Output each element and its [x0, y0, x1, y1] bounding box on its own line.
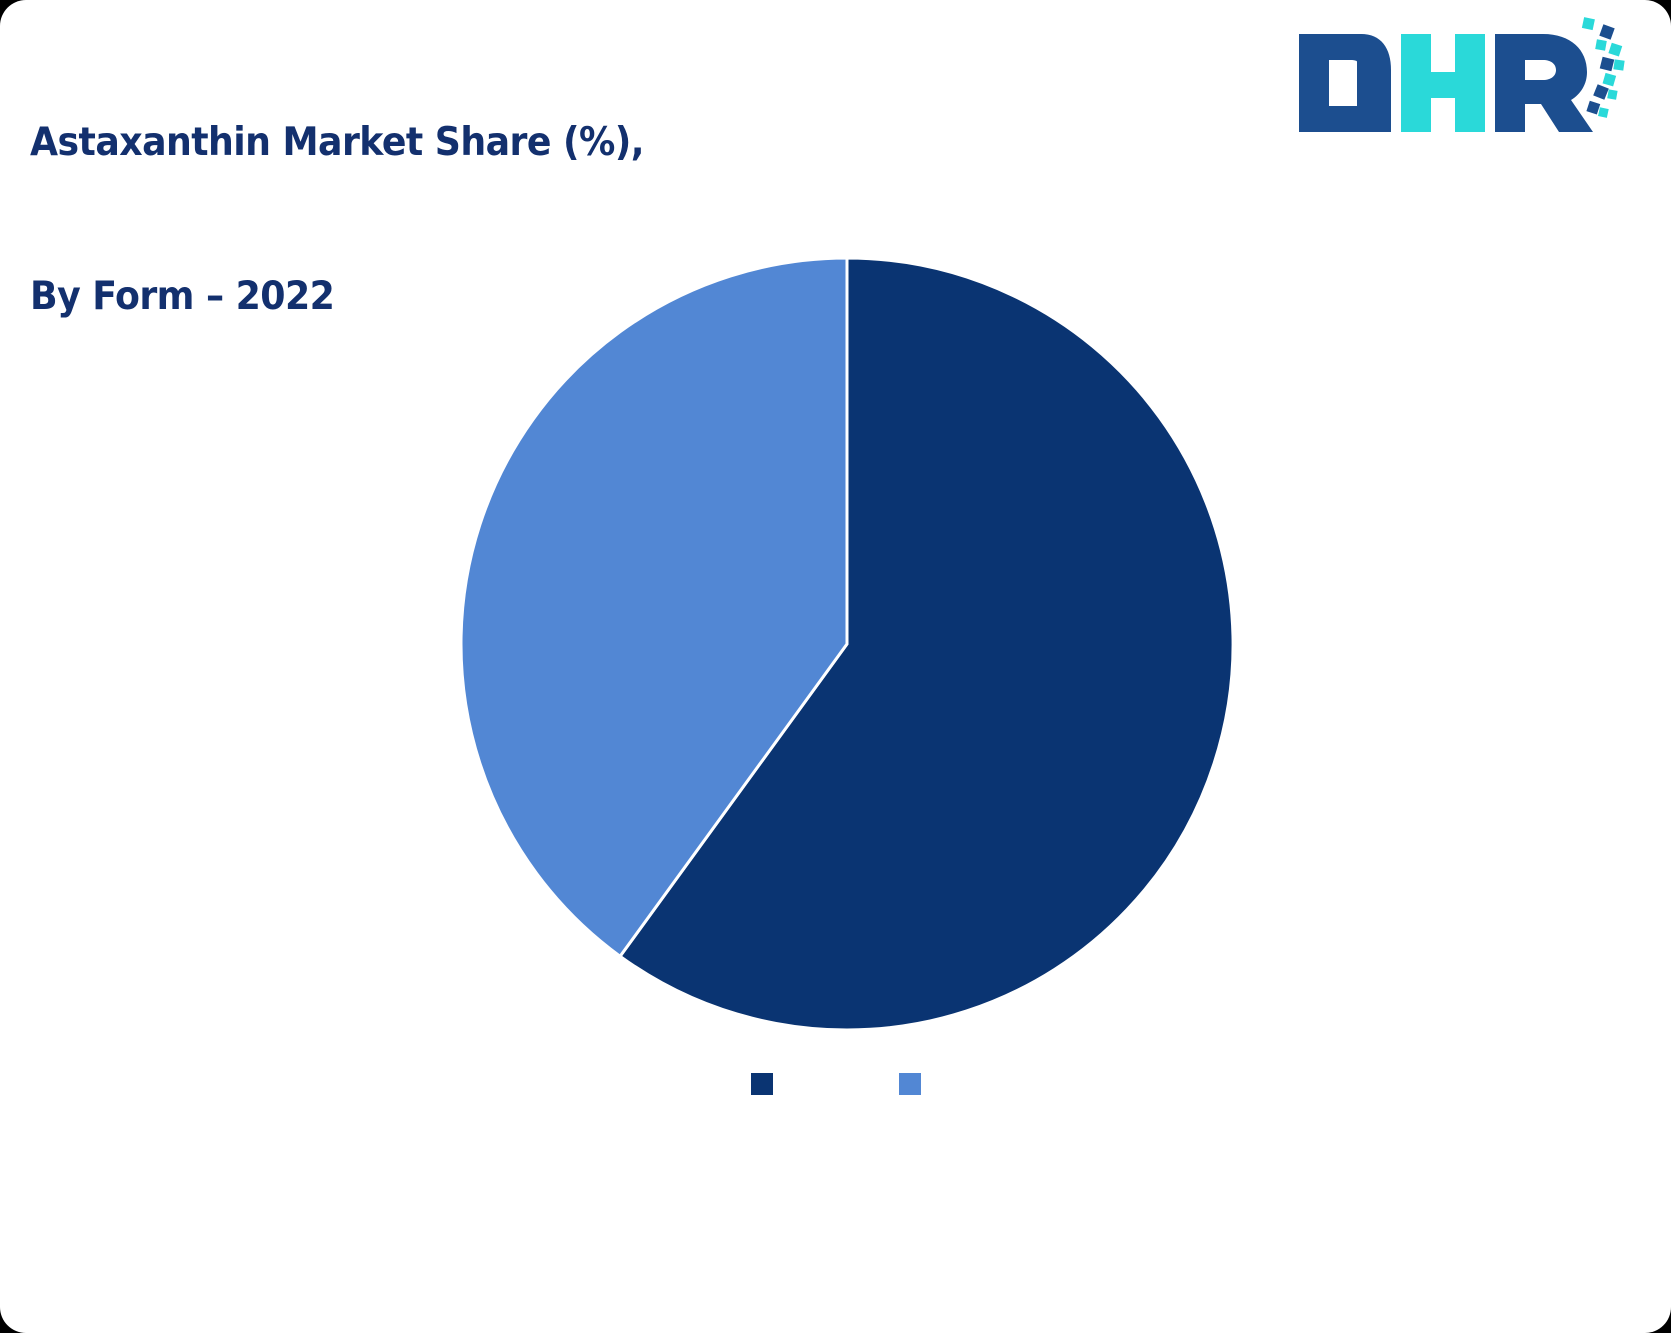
legend-item-2[interactable]: [893, 1068, 926, 1100]
logo-letter-r-icon: [1495, 34, 1593, 132]
title-line-2: By Form – 2022: [30, 274, 335, 320]
legend-swatch-1: [745, 1068, 778, 1100]
pie-slice-group: [457, 254, 1237, 1034]
logo-letter-d-icon: [1299, 34, 1391, 132]
legend-item-1[interactable]: [745, 1068, 778, 1100]
logo-letter-h-icon: [1401, 34, 1485, 132]
pie-slice[interactable]: [459, 256, 849, 958]
chart-legend: [0, 1060, 1671, 1108]
legend-swatch-2: [893, 1068, 926, 1100]
pie-slice[interactable]: [618, 256, 1235, 1032]
logo-dot-cluster-icon: [1581, 17, 1625, 118]
title-line-1: Astaxanthin Market Share (%),: [30, 119, 645, 165]
page-title: Astaxanthin Market Share (%), By Form – …: [30, 14, 867, 426]
dhr-logo: [1295, 12, 1625, 132]
